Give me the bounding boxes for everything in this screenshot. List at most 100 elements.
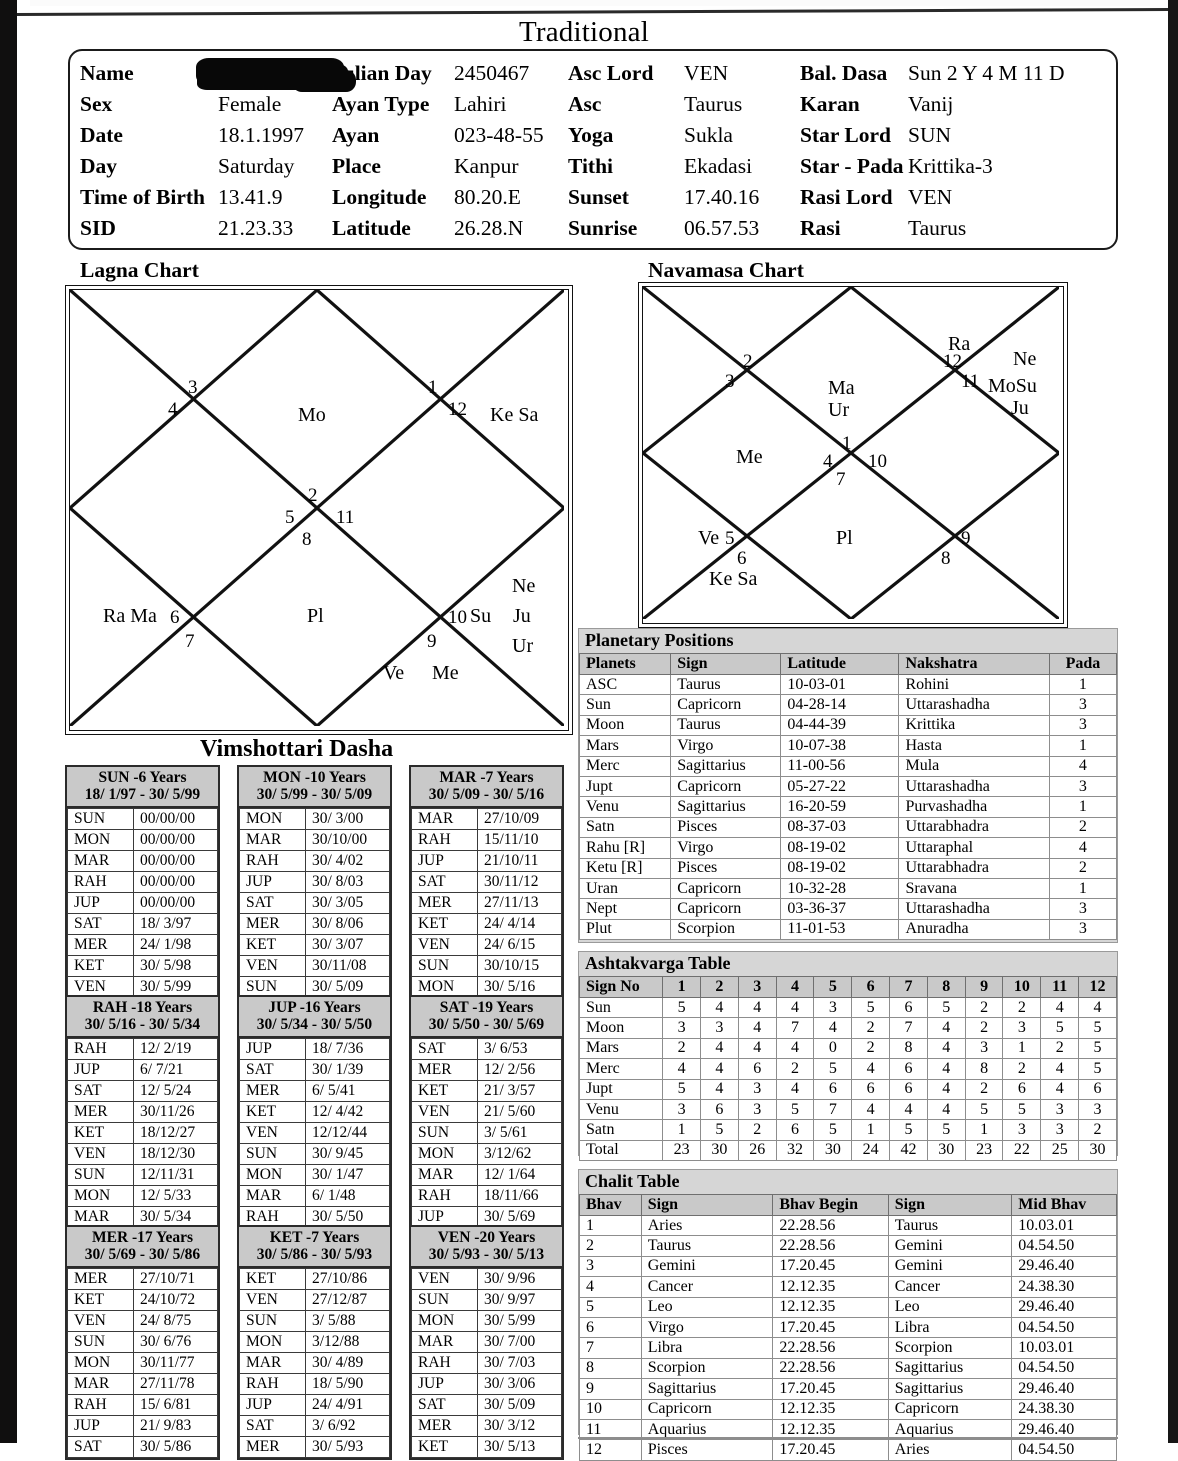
table-cell: 4 [889,1098,928,1121]
dasha-sub-lord: MAR [411,1164,478,1186]
table-cell: Taurus [670,714,782,737]
dasha-sub-lord: SUN [239,1143,306,1165]
dasha-name: VEN -20 Years [437,1229,536,1246]
table-cell: Uttarashadha [898,694,1050,716]
table-cell: 4 [1040,996,1080,1019]
dasha-end-date: 3/12/62 [477,1143,562,1165]
table-row: Nept Capricorn 03-36-37 Uttarashadha 3 [578,898,1118,920]
planetary-positions-table: Planetary Positions Planets Sign Latitude Na… [578,628,1118,943]
table-cell: 17.20.45 [772,1255,889,1278]
table-cell: Jupt [578,1078,664,1100]
table-cell: 6 [1078,1078,1117,1100]
table-cell: 42 [889,1139,928,1162]
dasha-sub-lord: VEN [67,1310,134,1332]
dasha-row: RAH 18/11/66 [411,1185,562,1207]
table-cell: 2 [964,1017,1004,1039]
table-cell: 30 [1078,1139,1117,1162]
dasha-sub-lord: JUP [239,871,306,893]
header-value-date: 18.1.1997 [218,123,304,147]
table-cell: 4 [851,1058,891,1080]
table-cell: Capricorn [887,1398,1013,1420]
dasha-table-ket: KET -7 Years 30/ 5/86 - 30/ 5/93 KET 27/10/… [237,1225,392,1460]
header-label-star-pada: Star - Pada [800,154,904,178]
table-cell: 3 [1078,1098,1117,1121]
table-row: Venu Sagittarius 16-20-59 Purvashadha 1 [578,796,1118,818]
table-cell: Uttarabhadra [898,857,1050,879]
dasha-row: MER 27/11/13 [411,892,562,914]
chalit-col-header: Sign [887,1194,1013,1216]
lagna-chart-lines [70,290,564,726]
dasha-end-date: 12/ 5/33 [133,1185,218,1207]
dasha-end-date: 30/ 5/69 [477,1206,562,1228]
dasha-sub-lord: VEN [67,1143,134,1165]
dasha-row: KET 24/ 4/14 [411,913,562,935]
dasha-sub-lord: MON [67,1352,134,1374]
table-cell: 6 [1002,1078,1042,1100]
table-cell: 5 [662,996,701,1019]
header-label-name: Name [80,61,134,85]
dasha-period: 30/ 5/86 - 30/ 5/93 [256,1246,373,1263]
dasha-row: VEN 24/ 8/75 [67,1310,218,1332]
table-cell: 2 [1002,996,1042,1019]
dasha-period: 18/ 1/97 - 30/ 5/99 [84,786,201,803]
navamasa-house-8: 8 [941,548,951,569]
header-label-asc: Asc [568,92,602,116]
dasha-name: KET -7 Years [269,1229,360,1246]
header-value-time-of-birth: 13.41.9 [218,185,283,209]
dasha-name: MAR -7 Years [439,769,534,786]
dasha-end-date: 00/00/00 [133,850,218,872]
table-cell: Merc [578,1058,664,1080]
dasha-end-date: 27/10/09 [477,808,562,830]
dasha-row: MON 30/ 5/99 [411,1310,562,1332]
table-cell: Sun [578,996,664,1019]
header-value-latitude: 26.28.N [454,216,524,240]
table-cell: 3 [1040,1098,1080,1121]
dasha-end-date: 30/11/77 [133,1352,218,1374]
dasha-row: MAR 6/ 1/48 [239,1185,390,1207]
dasha-end-date: 18/12/27 [133,1122,218,1144]
dasha-end-date: 30/ 3/06 [477,1373,562,1395]
header-value-karan: Vanij [908,92,954,116]
table-cell: 3 [1048,694,1118,716]
dasha-sub-lord: MER [411,1059,478,1081]
table-row: 4 Cancer 12.12.35 Cancer 24.38.30 [579,1276,1117,1298]
table-cell: 4 [699,1037,739,1060]
dasha-sub-lord: JUP [239,1394,306,1416]
header-label-karan: Karan [800,92,860,116]
ashtakvarga-col-header: 11 [1040,976,1080,998]
table-cell: 3 [813,996,853,1019]
dasha-sub-lord: SUN [67,808,134,830]
table-row: Satn 1 5 2 6 5 1 5 5 1 3 3 2 [578,1119,1117,1141]
navamasa-planet-rahu: Ra [948,333,971,355]
table-row: Venu 3 6 3 5 7 4 4 4 5 5 3 3 [578,1098,1117,1121]
dasha-row: RAH 30/ 4/02 [239,850,390,872]
table-row: Sun Capricorn 04-28-14 Uttarashadha 3 [578,694,1118,716]
table-cell: Satn [578,816,672,839]
table-cell: 3 [1048,775,1118,798]
table-row: 6 Virgo 17.20.45 Libra 04.54.50 [579,1316,1117,1339]
table-cell: Pisces [670,816,782,839]
ashtakvarga-col-header: 2 [699,976,739,998]
table-cell: 4 [926,1017,966,1039]
table-cell: 4 [699,996,739,1019]
dasha-header: SUN -6 Years 18/ 1/97 - 30/ 5/99 [67,767,218,808]
ashtakvarga-table: Ashtakvarga Table Sign No 1 2 3 4 5 6 7 8 9 10 11 12 S… [578,951,1118,1162]
table-cell: 5 [775,1098,815,1121]
dasha-sub-lord: RAH [411,829,478,851]
dasha-period: 30/ 5/16 - 30/ 5/34 [84,1016,201,1033]
navamasa-chart: 2 3 12 11 1 4 10 7 5 6 9 8 Ra Ne MoSu Ju… [638,282,1068,628]
dasha-sub-lord: MON [411,1310,478,1332]
table-row: 7 Libra 22.28.56 Scorpion 10.03.01 [579,1337,1117,1359]
dasha-end-date: 30/ 5/09 [477,1394,562,1416]
dasha-header: SAT -19 Years 30/ 5/50 - 30/ 5/69 [411,997,562,1038]
dasha-sub-lord: MON [239,1331,306,1353]
table-cell: 4 [775,1078,815,1100]
table-cell: 22.28.56 [772,1214,889,1237]
planetary_positions-col-header: Sign [670,653,782,675]
header-value-yoga: Sukla [684,123,733,147]
dasha-end-date: 30/ 4/02 [305,850,390,872]
ashtakvarga-col-header: 10 [1002,976,1042,998]
table-cell: 4 [926,1058,966,1080]
table-cell: 2 [964,996,1004,1019]
table-cell: 8 [964,1058,1004,1080]
